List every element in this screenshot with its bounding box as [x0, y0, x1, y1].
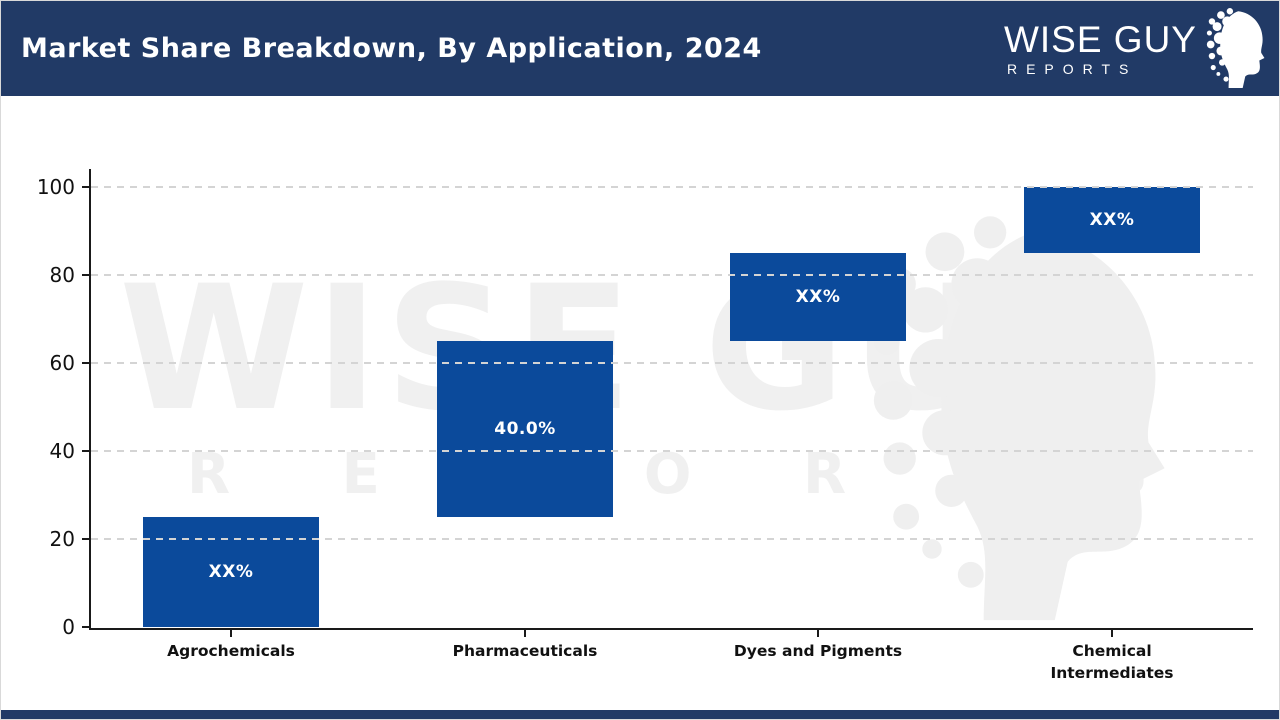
- header-band: Market Share Breakdown, By Application, …: [1, 1, 1279, 96]
- y-tick-80: [82, 274, 89, 276]
- x-tick-label-3: Chemical Intermediates: [1050, 642, 1174, 682]
- bar-value-label: 40.0%: [494, 419, 556, 439]
- brand-name: WISE GUY: [1003, 18, 1197, 60]
- x-tick-label-0: Agrochemicals: [167, 642, 295, 660]
- bar-chemical-intermediates: XX%: [1024, 187, 1200, 253]
- y-tick-40: [82, 450, 89, 452]
- brand-head-icon: [1206, 7, 1265, 88]
- x-tick-3: [1111, 630, 1113, 637]
- bar-value-label: XX%: [795, 287, 841, 307]
- x-tick-label-1: Pharmaceuticals: [452, 642, 598, 660]
- x-axis-line: [89, 628, 1253, 630]
- bar-value-label: XX%: [208, 562, 254, 582]
- gridline-80: [91, 274, 1253, 276]
- bar-pharmaceuticals: 40.0%: [437, 341, 613, 517]
- y-tick-label-100: 100: [36, 175, 75, 199]
- gridline-60: [91, 362, 1253, 364]
- y-tick-label-0: 0: [62, 615, 75, 639]
- y-tick-label-20: 20: [49, 527, 75, 551]
- x-tick-1: [524, 630, 526, 637]
- y-tick-label-60: 60: [49, 351, 75, 375]
- y-axis-line: [89, 169, 91, 629]
- gridline-20: [91, 538, 1253, 540]
- bar-value-label: XX%: [1089, 210, 1135, 230]
- bar-agrochemicals: XX%: [143, 517, 319, 627]
- gridline-40: [91, 450, 1253, 452]
- y-tick-60: [82, 362, 89, 364]
- page-title: Market Share Breakdown, By Application, …: [21, 33, 762, 64]
- gridline-100: [91, 186, 1253, 188]
- y-tick-label-40: 40: [49, 439, 75, 463]
- y-tick-100: [82, 186, 89, 188]
- watermark-head-icon: [873, 216, 1165, 621]
- brand-logo: WISE GUY REPORTS: [1004, 6, 1279, 92]
- x-tick-2: [817, 630, 819, 637]
- y-tick-20: [82, 538, 89, 540]
- y-tick-0: [82, 626, 89, 628]
- y-tick-label-80: 80: [49, 263, 75, 287]
- brand-subtitle: REPORTS: [1006, 60, 1138, 77]
- x-tick-0: [230, 630, 232, 637]
- x-tick-label-2: Dyes and Pigments: [733, 642, 903, 660]
- bar-dyes-and-pigments: XX%: [730, 253, 906, 341]
- footer-band: [1, 710, 1279, 719]
- brand-logo-text: WISE GUY REPORTS: [1004, 21, 1197, 77]
